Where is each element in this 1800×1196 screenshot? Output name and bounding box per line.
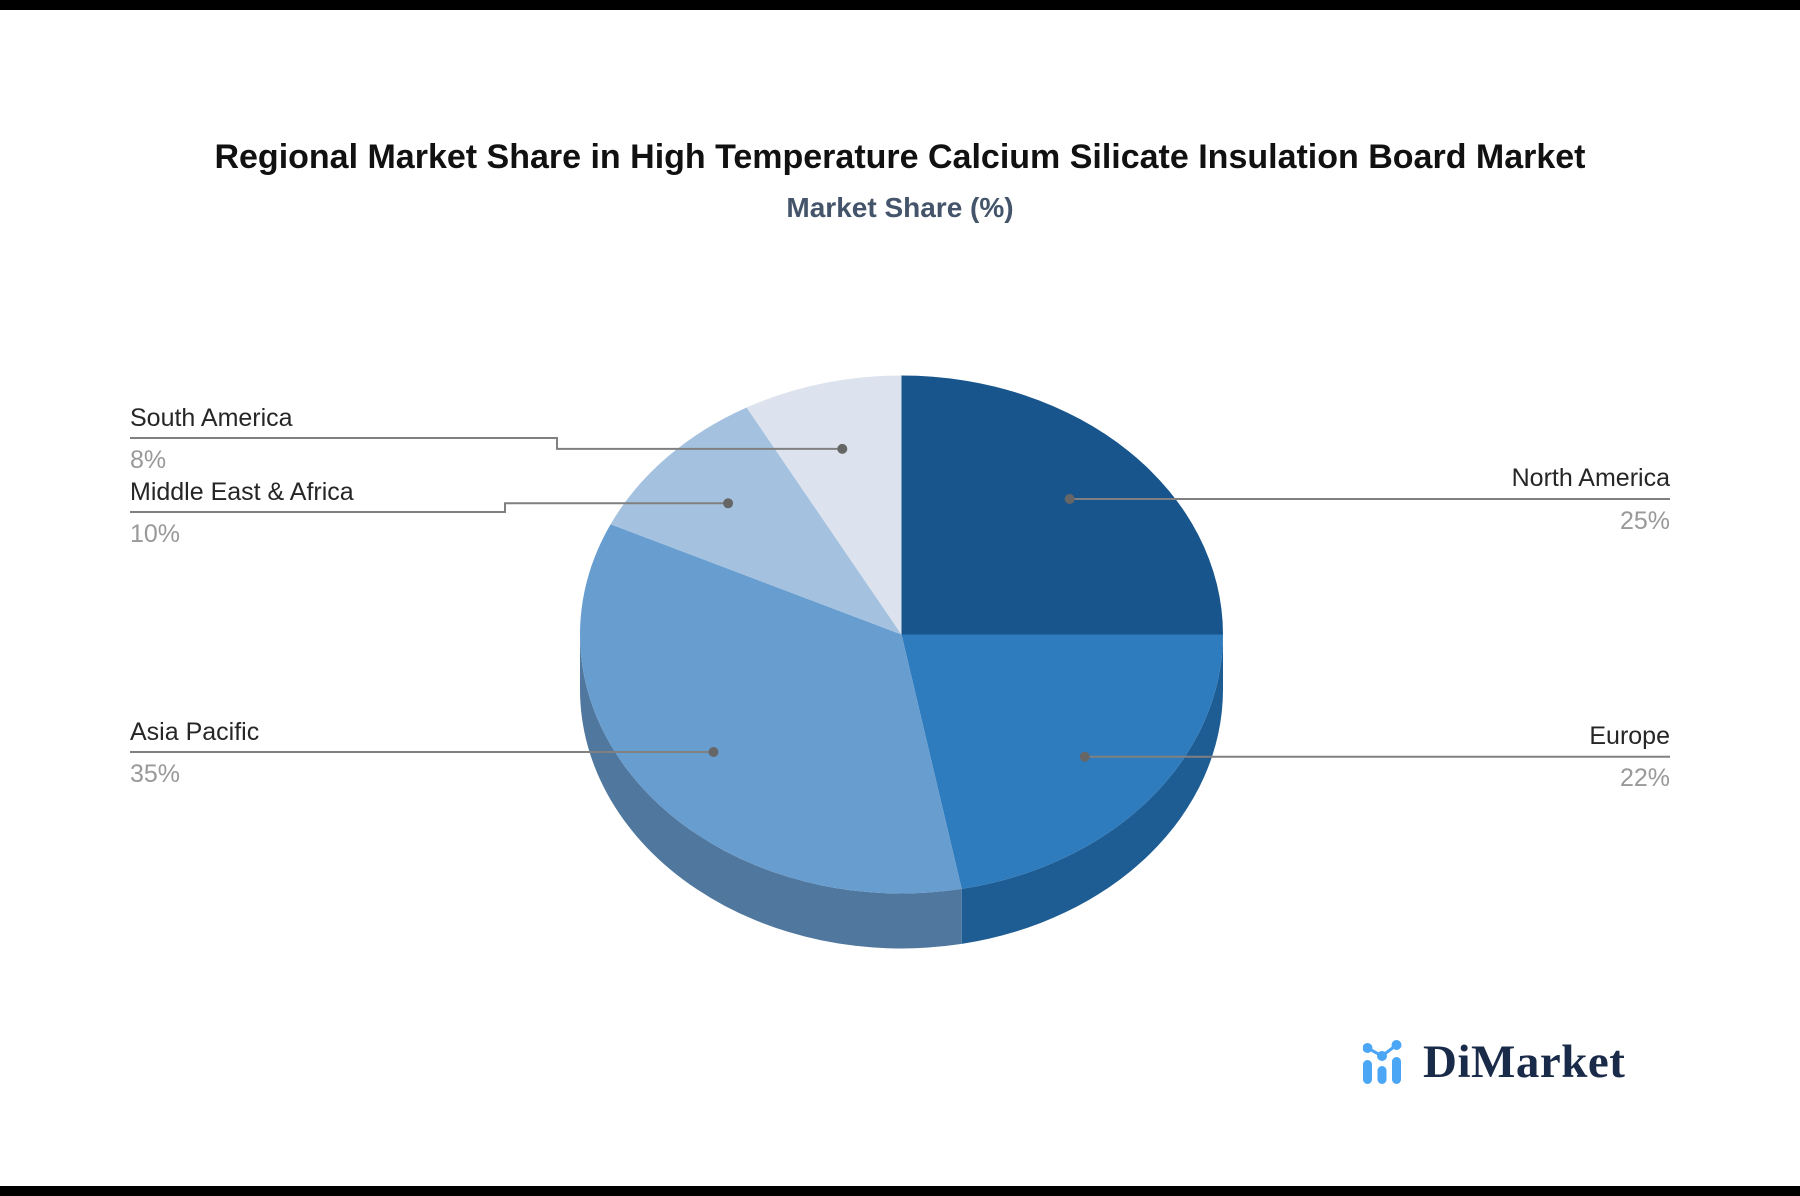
slice-label-south-america: South America	[130, 404, 293, 432]
pie-slice-north-america	[901, 375, 1223, 635]
pie-slice-europe	[901, 634, 1223, 889]
leader-line-middle-east-africa	[130, 502, 729, 513]
slice-value-europe: 22%	[1619, 764, 1670, 792]
pie-slice-depth-europe	[961, 634, 1223, 944]
leader-dot-asia-pacific	[708, 747, 719, 757]
slice-value-middle-east-africa: 10%	[130, 520, 181, 548]
bottom-border	[0, 1186, 1800, 1196]
slice-value-south-america: 8%	[130, 446, 167, 474]
slice-label-middle-east-africa: Middle East & Africa	[130, 478, 354, 506]
slice-label-asia-pacific: Asia Pacific	[130, 718, 260, 746]
top-border	[0, 0, 1800, 10]
brand-logo: DiMarket	[1363, 1036, 1626, 1088]
pie-slice-south-america	[746, 375, 902, 635]
bar-and-line-chart-icon	[1363, 1040, 1402, 1084]
pie-slice-asia-pacific	[579, 524, 962, 894]
pie-slice-middle-east-africa	[610, 407, 902, 635]
brand-name: DiMarket	[1423, 1036, 1626, 1088]
leader-line-south-america	[130, 437, 843, 450]
slice-label-north-america: North America	[1511, 464, 1670, 492]
chart-title: Regional Market Share in High Temperatur…	[214, 138, 1586, 176]
slice-value-north-america: 25%	[1619, 507, 1670, 535]
slice-label-europe: Europe	[1589, 722, 1670, 750]
leader-dot-north-america	[1064, 494, 1075, 504]
leader-dot-south-america	[837, 443, 848, 454]
slice-value-asia-pacific: 35%	[130, 760, 181, 788]
leader-dot-middle-east-africa	[723, 498, 734, 509]
pie-slice-depth-asia-pacific	[580, 634, 962, 949]
chart-subtitle: Market Share (%)	[786, 192, 1014, 223]
leader-dot-europe	[1079, 751, 1090, 762]
